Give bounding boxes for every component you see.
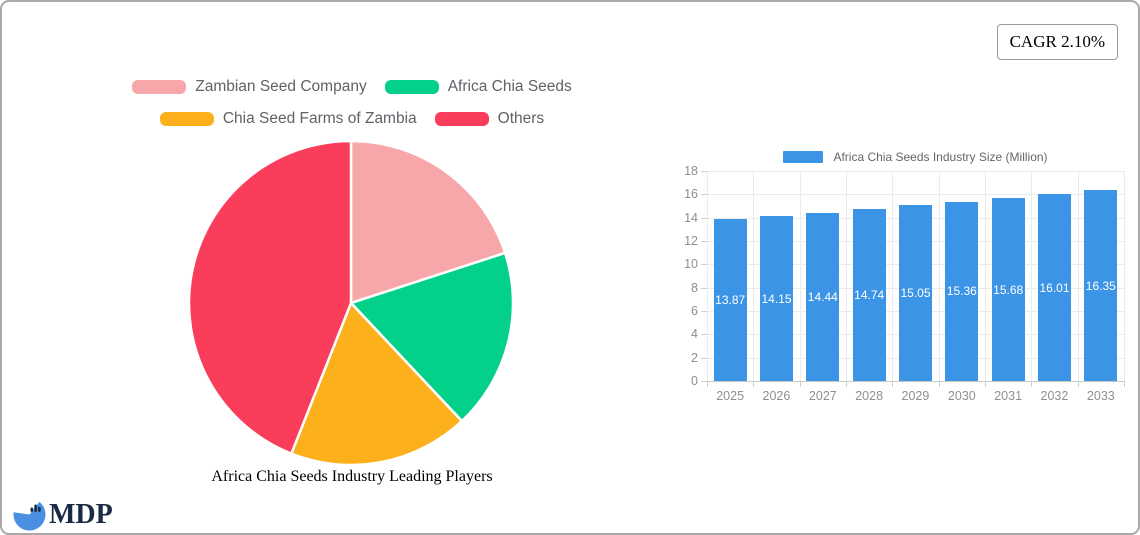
legend-item-africa-chia-seeds[interactable]: Africa Chia Seeds [384,78,572,96]
y-tick [701,334,707,336]
bar-2028[interactable] [852,209,886,381]
mdp-pie-chart-icon [13,501,46,531]
v-gridline [846,171,847,381]
pie-slice-1[interactable] [349,251,515,423]
y-tick [701,217,707,219]
x-tick [1124,381,1125,387]
bar-2029[interactable] [899,205,932,381]
legend-label: Others [497,110,545,127]
y-axis-label: 4 [691,327,698,342]
pie-legend: Zambian Seed Company Africa Chia Seeds C… [2,78,702,128]
bar-legend-item[interactable]: Africa Chia Seeds Industry Size (Million… [707,150,1124,164]
pie-slice-0[interactable] [349,139,507,305]
x-axis-label: 2030 [947,389,976,403]
x-axis-label: 2033 [1086,389,1115,403]
bar-legend-label: Africa Chia Seeds Industry Size (Million… [833,150,1048,164]
x-tick [1031,381,1033,387]
y-axis-label: 18 [684,164,698,178]
x-axis-label: 2026 [762,389,791,403]
x-tick [938,381,940,387]
y-axis-label: 2 [691,350,698,365]
v-gridline [985,171,986,381]
x-tick [985,381,986,387]
brand-logo: MDP [13,498,113,531]
v-gridline [1031,171,1033,381]
brand-name: MDP [49,498,113,530]
bar-chart-x-axis-labels: 2025 2026 2027 2028 2029 2030 2031 2032 2033 [707,388,1124,404]
y-tick [701,241,707,242]
y-tick [701,311,707,312]
bar-2025[interactable] [713,219,747,381]
v-gridline [938,171,940,381]
v-gridline [892,171,894,381]
x-axis-label: 2028 [855,389,884,403]
y-tick [701,357,707,359]
bar-2027[interactable] [806,212,840,381]
bar-2026[interactable] [760,215,793,381]
x-tick [707,381,708,387]
y-axis-label: 16 [684,187,698,202]
legend-item-zambian-seed-company[interactable]: Zambian Seed Company [132,78,367,96]
y-tick [701,194,707,196]
legend-swatch-red [434,112,489,126]
y-tick [701,171,707,172]
bar-chart-plot-area: 13.87 14.15 14.44 14.74 15.05 15.36 15.68 16.01… [701,171,1125,387]
y-axis-label: 12 [684,234,698,248]
legend-label: Chia Seed Farms of Zambia [222,110,417,127]
pie-legend-row-2: Chia Seed Farms of Zambia Others [159,110,545,128]
x-axis-line [707,381,1124,382]
legend-swatch-green [384,80,439,94]
x-axis-label: 2031 [994,389,1023,403]
pie-chart [187,139,515,467]
legend-label: Zambian Seed Company [195,78,367,95]
bar-2030[interactable] [945,201,979,381]
legend-item-chia-seed-farms-of-zambia[interactable]: Chia Seed Farms of Zambia [159,110,417,128]
v-gridline [799,171,801,381]
x-axis-label: 2029 [901,389,930,403]
v-gridline [707,171,708,381]
y-axis-label: 14 [684,210,698,225]
y-axis-label: 8 [691,280,698,295]
y-tick [701,264,707,266]
y-tick [701,381,707,382]
x-tick [846,381,847,387]
x-axis-label: 2027 [808,389,837,403]
x-tick [1077,381,1079,387]
y-axis-label: 6 [691,304,698,318]
x-axis-label: 2032 [1040,389,1069,403]
legend-swatch-pink [132,80,187,94]
cagr-badge: CAGR 2.10% [996,24,1118,60]
y-tick [701,287,707,289]
pie-slice-2[interactable] [290,301,464,467]
bar-legend-swatch [783,151,824,163]
x-axis-label: 2025 [716,389,745,403]
bar-2031[interactable] [991,198,1025,381]
pie-slice-3[interactable] [187,139,353,455]
bar-chart-y-axis-labels: 0 2 4 6 8 10 12 14 16 18 [658,164,698,388]
h-gridline [707,194,1124,196]
legend-label: Africa Chia Seeds [447,78,572,95]
x-tick [892,381,894,387]
h-gridline [707,171,1124,172]
y-axis-label: 10 [684,257,698,272]
legend-swatch-orange [159,112,214,126]
v-gridline [1124,171,1125,381]
pie-chart-title: Africa Chia Seeds Industry Leading Playe… [211,468,493,485]
v-gridline [753,171,755,381]
legend-item-others[interactable]: Others [434,110,545,128]
x-tick [753,381,755,387]
x-tick [799,381,801,387]
y-axis-label: 0 [691,374,698,388]
bar-2033[interactable] [1084,190,1118,381]
v-gridline [1077,171,1079,381]
bar-2032[interactable] [1038,194,1071,381]
pie-legend-row-1: Zambian Seed Company Africa Chia Seeds [132,78,572,96]
